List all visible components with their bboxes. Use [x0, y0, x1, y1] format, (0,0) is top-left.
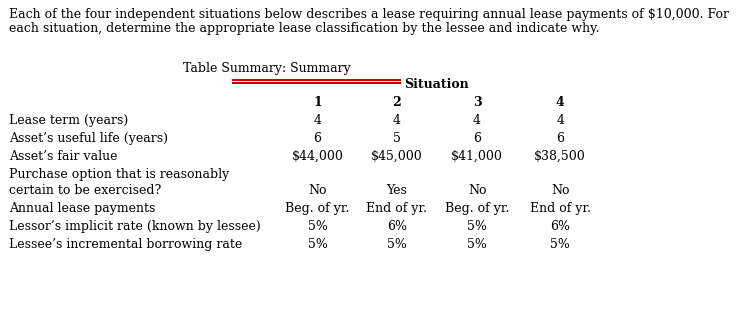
Text: 6%: 6%: [551, 220, 570, 233]
Text: $38,500: $38,500: [534, 150, 586, 163]
Text: No: No: [309, 184, 326, 197]
Text: Asset’s fair value: Asset’s fair value: [9, 150, 117, 163]
Text: End of yr.: End of yr.: [530, 202, 591, 215]
Text: Situation: Situation: [404, 78, 469, 91]
Text: Lessor’s implicit rate (known by lessee): Lessor’s implicit rate (known by lessee): [9, 220, 260, 233]
Text: End of yr.: End of yr.: [367, 202, 427, 215]
Text: 4: 4: [393, 114, 401, 127]
Text: Beg. of yr.: Beg. of yr.: [286, 202, 349, 215]
Text: 3: 3: [473, 96, 482, 109]
Text: certain to be exercised?: certain to be exercised?: [9, 184, 161, 197]
Text: No: No: [468, 184, 486, 197]
Text: Each of the four independent situations below describes a lease requiring annual: Each of the four independent situations …: [9, 8, 729, 21]
Text: Annual lease payments: Annual lease payments: [9, 202, 155, 215]
Text: $45,000: $45,000: [371, 150, 423, 163]
Text: 5%: 5%: [467, 220, 487, 233]
Text: 6%: 6%: [387, 220, 407, 233]
Text: 4: 4: [556, 96, 565, 109]
Text: 2: 2: [393, 96, 401, 109]
Text: 4: 4: [314, 114, 321, 127]
Text: $44,000: $44,000: [292, 150, 344, 163]
Text: 5%: 5%: [467, 238, 487, 251]
Text: Table Summary: Summary: Table Summary: Summary: [183, 62, 351, 75]
Text: Purchase option that is reasonably: Purchase option that is reasonably: [9, 168, 229, 181]
Text: 5%: 5%: [308, 238, 327, 251]
Text: 5: 5: [393, 132, 401, 145]
Text: Lease term (years): Lease term (years): [9, 114, 128, 127]
Text: 1: 1: [313, 96, 322, 109]
Text: 4: 4: [556, 114, 564, 127]
Text: 5%: 5%: [387, 238, 407, 251]
Text: Lessee’s incremental borrowing rate: Lessee’s incremental borrowing rate: [9, 238, 242, 251]
Text: 4: 4: [473, 114, 481, 127]
Text: 6: 6: [473, 132, 481, 145]
Text: each situation, determine the appropriate lease classification by the lessee and: each situation, determine the appropriat…: [9, 22, 600, 35]
Text: $41,000: $41,000: [451, 150, 503, 163]
Text: Asset’s useful life (years): Asset’s useful life (years): [9, 132, 168, 145]
Text: No: No: [551, 184, 569, 197]
Text: 5%: 5%: [551, 238, 570, 251]
Text: 6: 6: [314, 132, 321, 145]
Text: 5%: 5%: [308, 220, 327, 233]
Text: 6: 6: [556, 132, 564, 145]
Text: Yes: Yes: [387, 184, 407, 197]
Text: Beg. of yr.: Beg. of yr.: [445, 202, 509, 215]
